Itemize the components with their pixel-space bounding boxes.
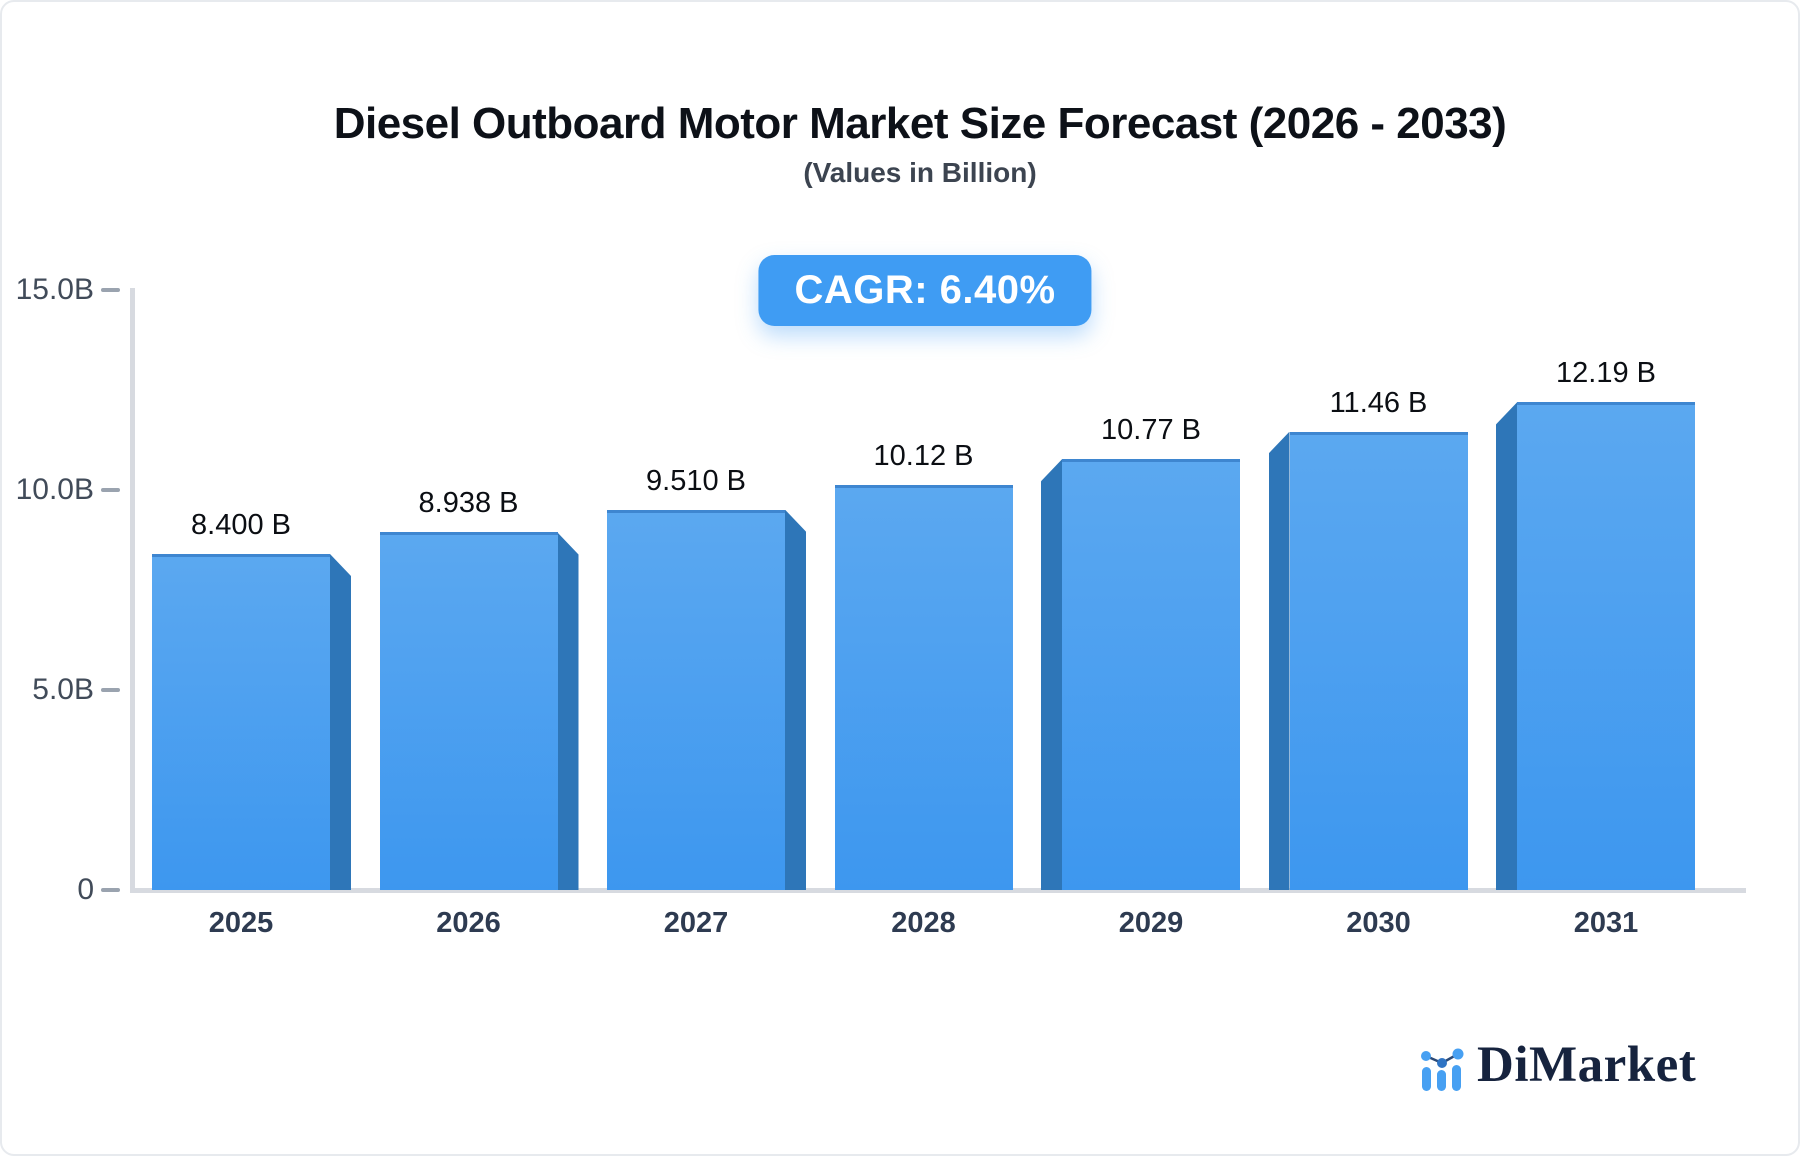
bar-3d-side <box>1496 402 1517 890</box>
x-axis-line <box>130 888 1746 893</box>
bar-value-label: 12.19 B <box>1556 357 1656 390</box>
y-tick-dash <box>101 488 120 492</box>
y-tick-label: 15.0B <box>15 273 94 306</box>
y-tick-dash <box>101 888 120 892</box>
y-axis-line <box>130 288 135 893</box>
chart-header: Diesel Outboard Motor Market Size Foreca… <box>2 2 1798 189</box>
y-tick-label: 0 <box>77 873 94 906</box>
x-tick-label: 2031 <box>1573 907 1639 939</box>
bar-value-label: 8.938 B <box>418 487 519 520</box>
bar-2029 <box>1062 459 1240 890</box>
x-tick-label: 2025 <box>208 907 274 939</box>
bar-2027 <box>607 509 785 890</box>
y-tick-label: 5.0B <box>32 673 94 706</box>
y-tick-label: 10.0B <box>15 473 94 506</box>
bar-2028 <box>834 485 1013 890</box>
bar-value-label: 9.510 B <box>646 464 746 497</box>
chart-title: Diesel Outboard Motor Market Size Foreca… <box>333 99 1507 148</box>
bar-3d-side <box>1268 431 1290 890</box>
bar-2030 <box>1289 431 1468 890</box>
bar-value-label: 10.77 B <box>1101 414 1201 447</box>
y-tick-dash <box>101 688 120 692</box>
chart-subtitle: (Values in Billion) <box>803 156 1037 188</box>
x-tick-label: 2028 <box>891 907 956 939</box>
dimarket-logo: DiMarket <box>1420 1040 1696 1091</box>
bar-3d-side <box>1041 459 1062 890</box>
bar-3d-side <box>785 509 806 890</box>
x-tick-label: 2026 <box>436 907 501 939</box>
y-tick-dash <box>101 288 120 292</box>
bar-value-label: 8.400 B <box>191 509 291 541</box>
bar-2031 <box>1517 402 1695 890</box>
bar-2026 <box>379 532 558 890</box>
dimarket-logo-icon <box>1421 1048 1464 1091</box>
bar-2025 <box>152 554 330 890</box>
cagr-badge: CAGR: 6.40% <box>758 255 1092 326</box>
x-tick-label: 2027 <box>663 907 729 939</box>
x-tick-label: 2029 <box>1118 907 1184 939</box>
dimarket-logo-text: DiMarket <box>1477 1037 1697 1093</box>
bar-value-label: 10.12 B <box>873 440 974 473</box>
bar-3d-side <box>330 554 351 890</box>
bar-3d-side <box>557 532 579 890</box>
x-tick-label: 2030 <box>1346 907 1411 939</box>
bar-value-label: 11.46 B <box>1329 386 1428 419</box>
